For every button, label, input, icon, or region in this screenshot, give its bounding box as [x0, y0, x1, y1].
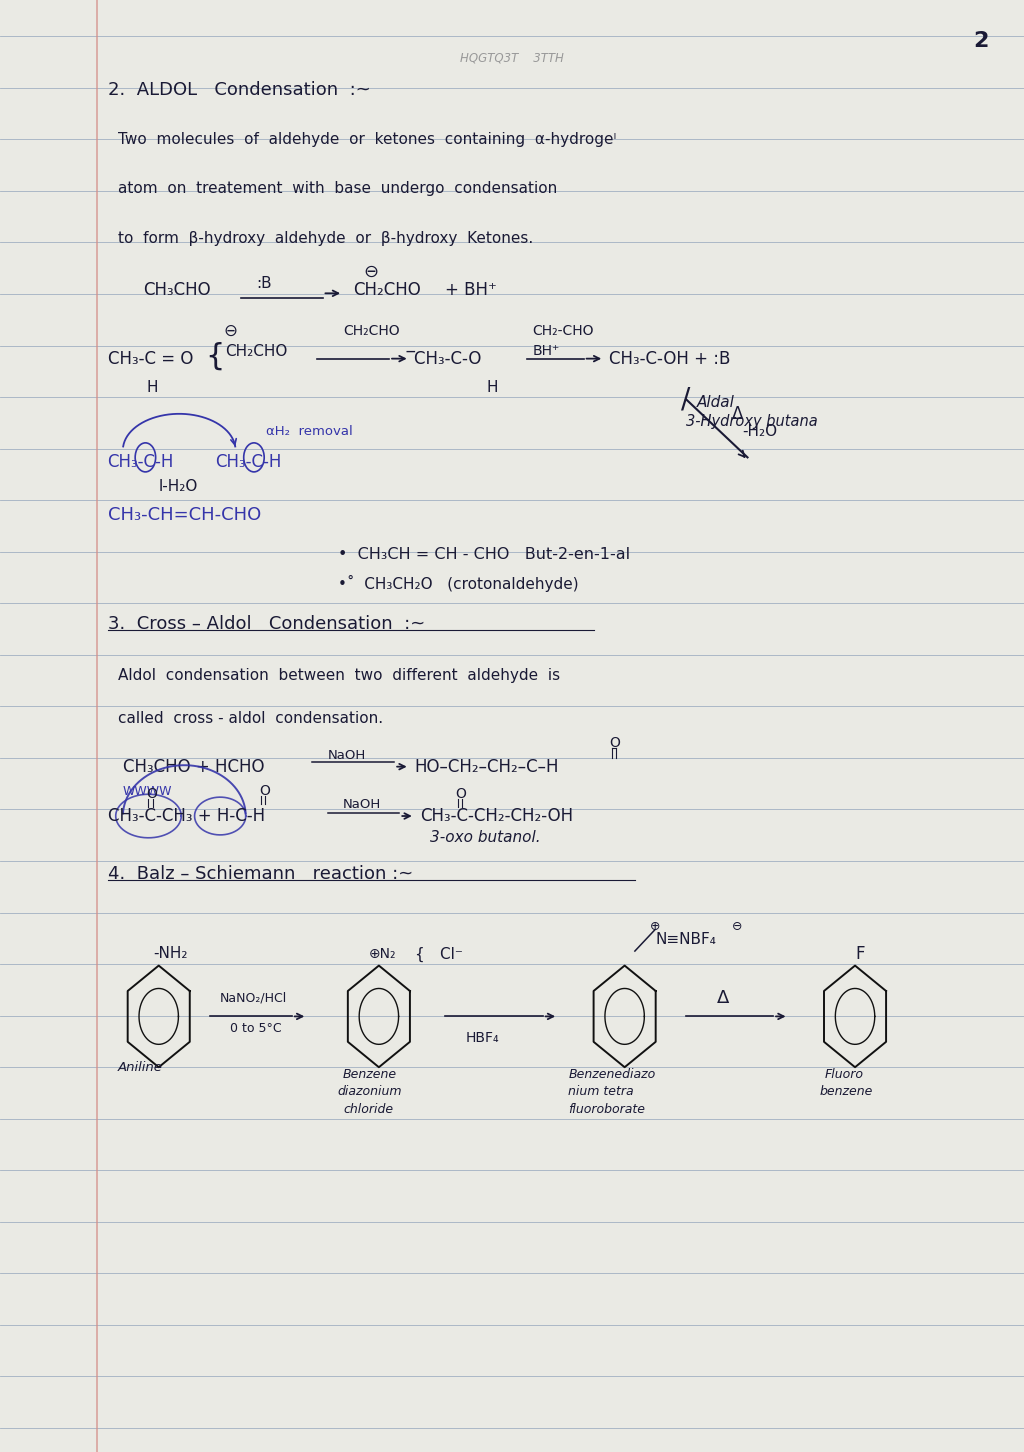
- Text: 3-oxo butanol.: 3-oxo butanol.: [430, 831, 541, 845]
- Text: BH⁺: BH⁺: [532, 344, 560, 359]
- Text: CH₃-C-H: CH₃-C-H: [108, 453, 174, 470]
- Text: 3-Hydroxy butana: 3-Hydroxy butana: [686, 414, 818, 428]
- Text: HQGTQ3T    3TTH: HQGTQ3T 3TTH: [460, 52, 564, 64]
- Text: O: O: [456, 787, 467, 802]
- Text: CH₃-C-OH + :B: CH₃-C-OH + :B: [609, 350, 731, 367]
- Text: HO–CH₂–CH₂–C–H: HO–CH₂–CH₂–C–H: [415, 758, 559, 775]
- Text: -NH₂: -NH₂: [154, 947, 188, 961]
- Text: 3.  Cross – Aldol   Condensation  :~: 3. Cross – Aldol Condensation :~: [108, 616, 425, 633]
- Text: •˚  CH₃CH₂O   (crotonaldehyde): •˚ CH₃CH₂O (crotonaldehyde): [338, 575, 579, 592]
- Text: ⊕N₂: ⊕N₂: [369, 947, 396, 961]
- Text: chloride: chloride: [343, 1104, 393, 1115]
- Text: CH₃-C = O: CH₃-C = O: [108, 350, 193, 367]
- Text: HBF₄: HBF₄: [466, 1031, 500, 1045]
- Text: H: H: [146, 380, 158, 395]
- Text: CH₂-CHO: CH₂-CHO: [532, 324, 594, 338]
- Text: ⊖: ⊖: [364, 263, 379, 280]
- Text: to  form  β-hydroxy  aldehyde  or  β-hydroxy  Ketones.: to form β-hydroxy aldehyde or β-hydroxy …: [118, 231, 534, 245]
- Text: WWWW: WWWW: [123, 786, 172, 797]
- Text: atom  on  treatement  with  base  undergo  condensation: atom on treatement with base undergo con…: [118, 182, 557, 196]
- Text: nium tetra: nium tetra: [568, 1086, 634, 1098]
- Text: ⊖: ⊖: [223, 322, 238, 340]
- Text: O: O: [609, 736, 621, 751]
- Text: CH₃CHO + HCHO: CH₃CHO + HCHO: [123, 758, 264, 775]
- Text: Aniline: Aniline: [118, 1061, 163, 1073]
- Text: {: {: [205, 341, 224, 370]
- Text: NaOH: NaOH: [328, 749, 366, 761]
- Text: H: H: [486, 380, 498, 395]
- Text: CH₂CHO: CH₂CHO: [353, 282, 421, 299]
- Text: CH₂CHO: CH₂CHO: [343, 324, 399, 338]
- Text: •  CH₃CH = CH - CHO   But-2-en-1-al: • CH₃CH = CH - CHO But-2-en-1-al: [338, 547, 630, 562]
- Text: benzene: benzene: [819, 1086, 872, 1098]
- Text: Aldal: Aldal: [696, 395, 734, 409]
- Text: O: O: [146, 787, 158, 802]
- Text: called  cross - aldol  condensation.: called cross - aldol condensation.: [118, 711, 383, 726]
- Text: F: F: [855, 945, 864, 963]
- Text: ̅CH₃-C-O: ̅CH₃-C-O: [415, 350, 482, 367]
- Text: Aldol  condensation  between  two  different  aldehyde  is: Aldol condensation between two different…: [118, 668, 560, 682]
- Text: 0 to 5°C: 0 to 5°C: [230, 1022, 282, 1034]
- Text: ⊕: ⊕: [650, 921, 660, 932]
- Text: NaOH: NaOH: [343, 799, 381, 810]
- Text: 2: 2: [973, 30, 988, 51]
- Text: N≡NBF₄: N≡NBF₄: [655, 932, 716, 947]
- Text: /: /: [681, 385, 690, 414]
- Text: fluoroborate: fluoroborate: [568, 1104, 645, 1115]
- Text: + BH⁺: + BH⁺: [445, 282, 498, 299]
- Text: ⊖: ⊖: [732, 921, 742, 932]
- Text: Two  molecules  of  aldehyde  or  ketones  containing  α-hydrogeᴵ: Two molecules of aldehyde or ketones con…: [118, 132, 616, 147]
- Text: CH₃CHO: CH₃CHO: [143, 282, 211, 299]
- Text: αH₂  removal: αH₂ removal: [266, 425, 353, 437]
- Text: 2.  ALDOL   Condensation  :~: 2. ALDOL Condensation :~: [108, 81, 371, 99]
- Text: CH₂CHO: CH₂CHO: [225, 344, 288, 359]
- Text: CH₃-C-CH₃ + H-C-H: CH₃-C-CH₃ + H-C-H: [108, 807, 264, 825]
- Text: Benzenediazo: Benzenediazo: [568, 1069, 655, 1080]
- Text: l-H₂O: l-H₂O: [159, 479, 198, 494]
- Text: { Cl⁻: { Cl⁻: [415, 947, 463, 961]
- Text: Fluoro: Fluoro: [824, 1069, 863, 1080]
- Text: 4.  Balz – Schiemann   reaction :~: 4. Balz – Schiemann reaction :~: [108, 865, 413, 883]
- Text: O: O: [259, 784, 270, 799]
- Text: Δ: Δ: [732, 405, 743, 423]
- Text: CH₃-C-CH₂-CH₂-OH: CH₃-C-CH₂-CH₂-OH: [420, 807, 573, 825]
- Text: -H₂O: -H₂O: [742, 424, 777, 439]
- Text: CH₃-C-H: CH₃-C-H: [215, 453, 282, 470]
- Text: :B: :B: [256, 276, 271, 290]
- Text: diazonium: diazonium: [338, 1086, 402, 1098]
- Text: CH₃-CH=CH-CHO: CH₃-CH=CH-CHO: [108, 507, 261, 524]
- Text: Δ: Δ: [717, 989, 729, 1006]
- Text: NaNO₂/HCl: NaNO₂/HCl: [220, 992, 288, 1003]
- Text: Benzene: Benzene: [343, 1069, 397, 1080]
